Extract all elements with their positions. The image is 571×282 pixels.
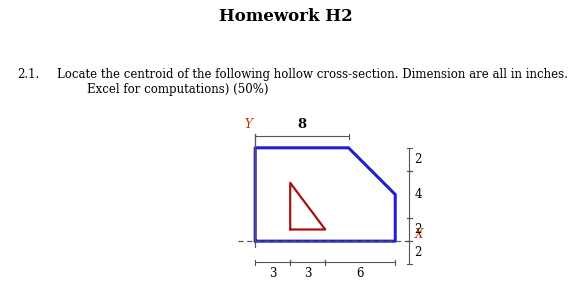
Text: 6: 6 [356, 267, 364, 280]
Text: 2.1.: 2.1. [17, 68, 39, 81]
Text: 2: 2 [415, 153, 422, 166]
Text: Y: Y [244, 118, 252, 131]
Text: 2: 2 [415, 223, 422, 236]
Text: 3: 3 [304, 267, 311, 280]
Text: 4: 4 [415, 188, 422, 201]
Text: 3: 3 [269, 267, 276, 280]
Text: 2: 2 [415, 246, 422, 259]
Text: Homework H2: Homework H2 [219, 8, 352, 25]
Text: Locate the centroid of the following hollow cross-section. Dimension are all in : Locate the centroid of the following hol… [57, 68, 571, 96]
Text: 8: 8 [297, 118, 307, 131]
Text: X: X [415, 228, 424, 241]
